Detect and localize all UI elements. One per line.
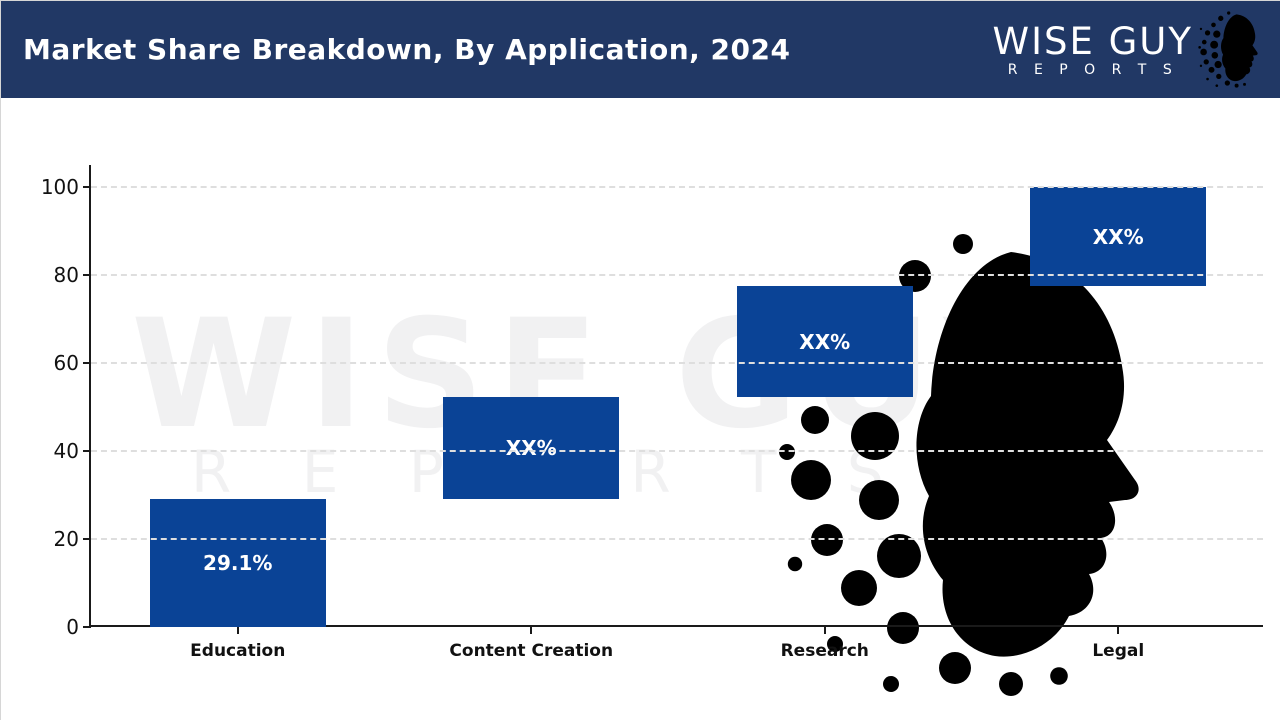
gridline-y-60 bbox=[91, 362, 1263, 364]
y-tick-mark-100 bbox=[83, 186, 91, 188]
plot-area: 0 20 40 60 80 100 29.1% Education XX% Content Cre… bbox=[41, 165, 1263, 661]
x-category-label-research: Research bbox=[780, 641, 869, 661]
y-tick-label-40: 40 bbox=[53, 439, 79, 463]
header: Market Share Breakdown, By Application, … bbox=[1, 1, 1280, 98]
logo-wordmark: WISE GUY bbox=[992, 19, 1193, 63]
bar-content-creation: XX% bbox=[443, 397, 620, 499]
x-tick-mark-legal bbox=[1117, 627, 1120, 634]
y-tick-label-0: 0 bbox=[66, 615, 79, 639]
x-tick-mark-content-creation bbox=[530, 627, 533, 634]
gridline-y-40 bbox=[91, 450, 1263, 452]
y-tick-label-100: 100 bbox=[40, 175, 79, 199]
y-tick-mark-20 bbox=[83, 538, 91, 540]
y-tick-mark-0 bbox=[83, 626, 91, 628]
y-tick-label-20: 20 bbox=[53, 527, 79, 551]
bar-education: 29.1% bbox=[149, 498, 326, 627]
logo-text: WISE GUY R E P O R T S bbox=[992, 19, 1193, 79]
x-tick-mark-education bbox=[236, 627, 239, 634]
bar-value-label-research: XX% bbox=[799, 329, 851, 354]
x-category-label-legal: Legal bbox=[1092, 641, 1145, 661]
y-tick-label-60: 60 bbox=[53, 351, 79, 375]
logo-subtitle: R E P O R T S bbox=[1007, 62, 1178, 79]
bar-legal: XX% bbox=[1030, 187, 1207, 287]
y-tick-mark-40 bbox=[83, 450, 91, 452]
bar-value-label-legal: XX% bbox=[1092, 224, 1144, 249]
chart-area: WISE GUY R E P O R T S 02040608010029.1%… bbox=[1, 98, 1280, 721]
y-tick-mark-60 bbox=[83, 362, 91, 364]
chart-title: Market Share Breakdown, By Application, … bbox=[23, 33, 791, 66]
y-tick-label-80: 80 bbox=[53, 263, 79, 287]
bar-value-label-content-creation: XX% bbox=[505, 436, 557, 461]
bar-value-label-education: 29.1% bbox=[203, 550, 273, 575]
x-category-label-content-creation: Content Creation bbox=[449, 641, 614, 661]
y-tick-mark-80 bbox=[83, 274, 91, 276]
logo-head-icon bbox=[1198, 10, 1258, 88]
bar-research: XX% bbox=[736, 286, 913, 398]
gridline-y-100 bbox=[91, 186, 1263, 188]
gridline-y-80 bbox=[91, 274, 1263, 276]
x-category-label-education: Education bbox=[190, 641, 286, 661]
x-tick-mark-research bbox=[823, 627, 826, 634]
wise-guy-logo: WISE GUY R E P O R T S bbox=[993, 8, 1263, 92]
gridline-y-20 bbox=[91, 538, 1263, 540]
